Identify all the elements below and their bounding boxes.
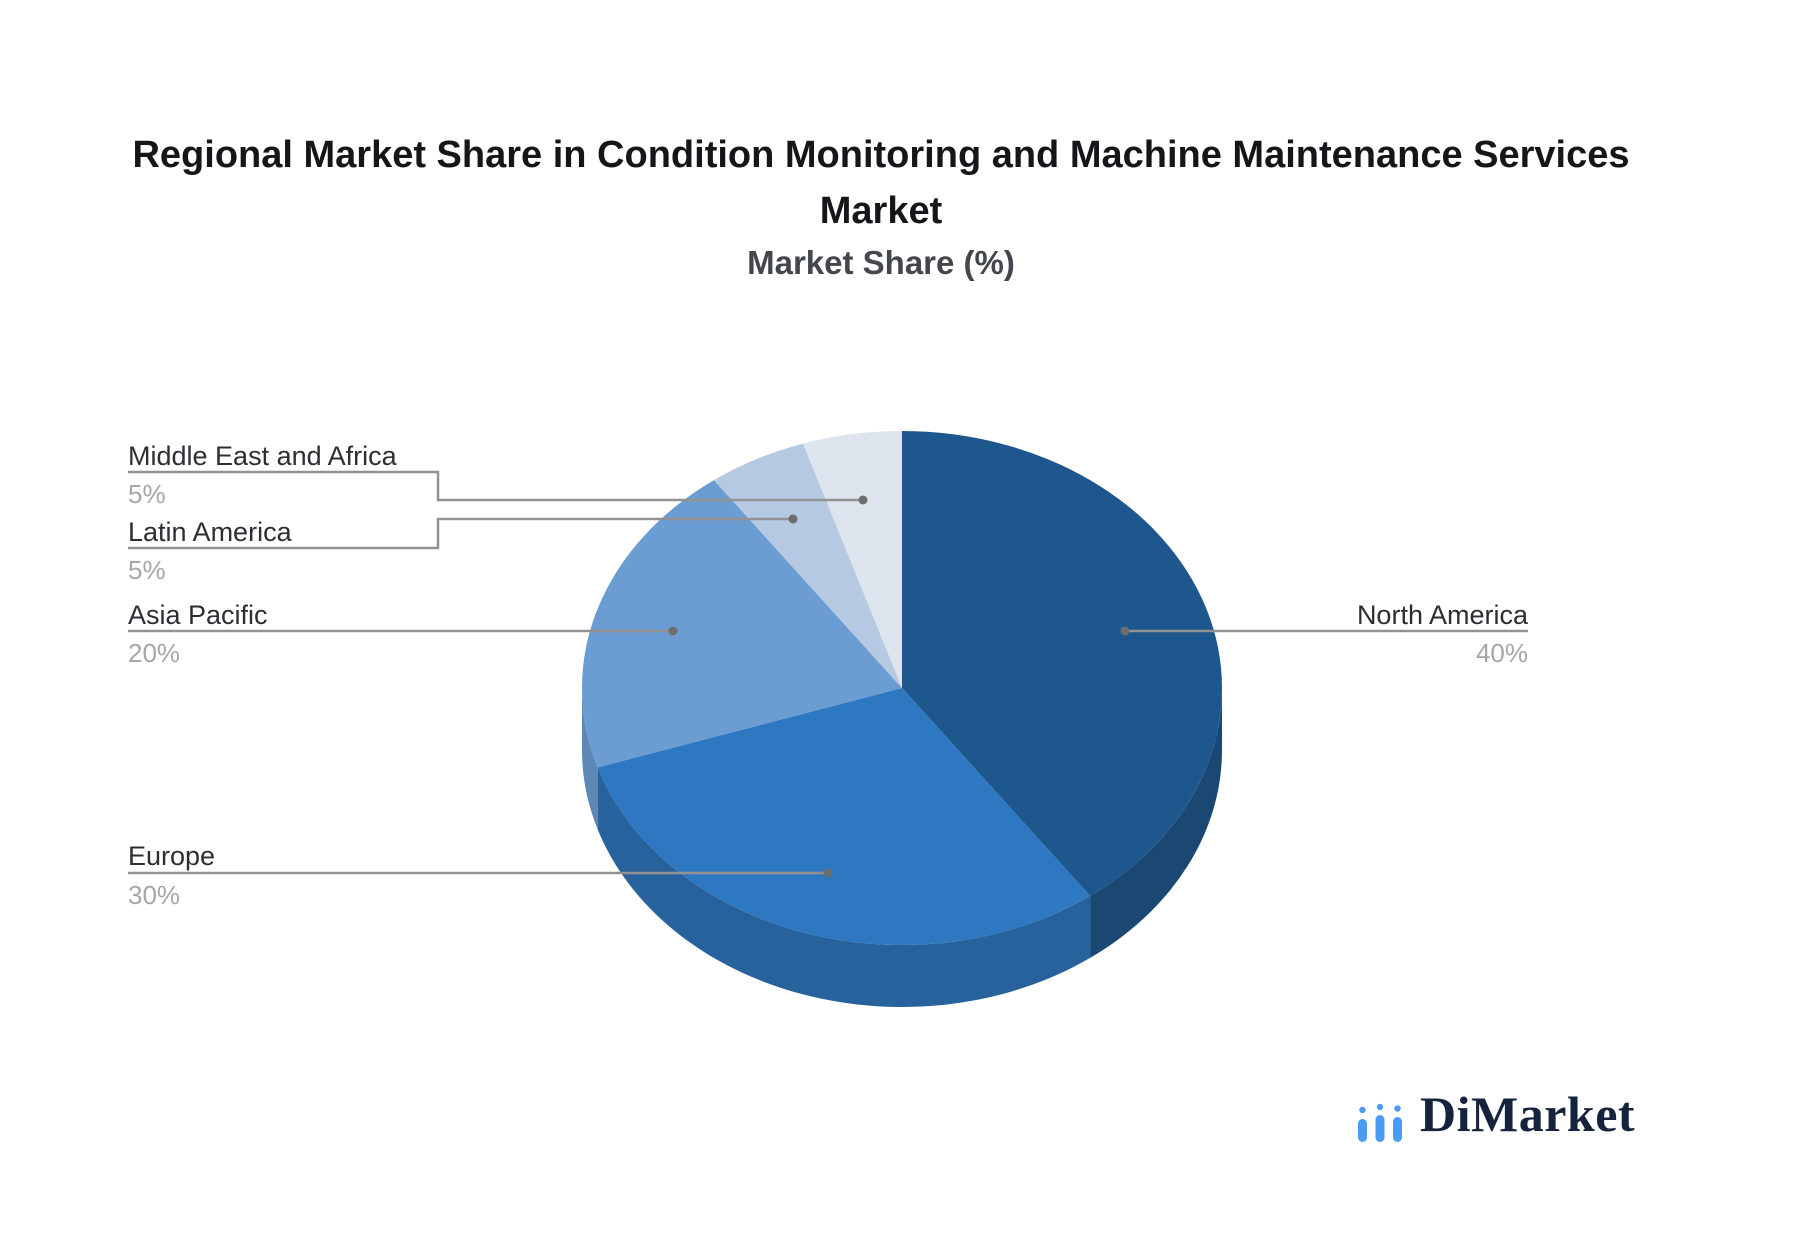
- slice-value-asia-pacific: 20%: [128, 638, 181, 668]
- slice-label-middle-east-and-africa: Middle East and Africa: [128, 441, 397, 471]
- pie-side-asia-pacific: [582, 688, 598, 830]
- slice-label-north-america: North America: [1356, 600, 1528, 630]
- callout-dots-group: [668, 495, 1130, 878]
- callout-dot-europe: [823, 868, 833, 878]
- pie-slice-asia-pacific: [582, 480, 902, 768]
- pie-slice-europe: [597, 688, 1091, 945]
- slice-value-latin-america: 5%: [128, 555, 166, 585]
- chart-title-line1: Regional Market Share in Condition Monit…: [132, 134, 1630, 176]
- chart-title-line2: Market: [819, 190, 943, 232]
- callout-dot-asia-pacific: [668, 626, 678, 636]
- callout-line-latin-america: [128, 517, 793, 550]
- slice-label-europe: Europe: [128, 841, 216, 871]
- pie-slices-group: [582, 431, 1222, 1007]
- callout-dot-middle-east-and-africa: [858, 495, 868, 505]
- pie-slice-latin-america: [713, 443, 902, 688]
- callout-dot-north-america: [1120, 626, 1130, 636]
- pie-slice-middle-east-and-africa: [803, 431, 902, 688]
- chart-subtitle: Market Share (%): [747, 244, 1015, 281]
- slice-label-asia-pacific: Asia Pacific: [128, 600, 268, 630]
- slice-value-middle-east-and-africa: 5%: [128, 479, 166, 509]
- pie-side-europe: [597, 767, 1091, 1007]
- slice-value-north-america: 40%: [1475, 638, 1528, 668]
- callout-lines-group: [128, 470, 1528, 875]
- slice-label-latin-america: Latin America: [128, 517, 292, 547]
- pie-side-north-america: [1090, 688, 1222, 958]
- callout-dot-latin-america: [788, 514, 798, 524]
- callout-line-middle-east-and-africa: [128, 470, 863, 502]
- pie-slice-north-america: [902, 431, 1222, 896]
- dimarket-logo: DiMarket: [1358, 1082, 1635, 1144]
- bar-chart-icon: [1358, 1103, 1402, 1142]
- slice-value-europe: 30%: [128, 880, 181, 910]
- logo-text: DiMarket: [1420, 1086, 1636, 1142]
